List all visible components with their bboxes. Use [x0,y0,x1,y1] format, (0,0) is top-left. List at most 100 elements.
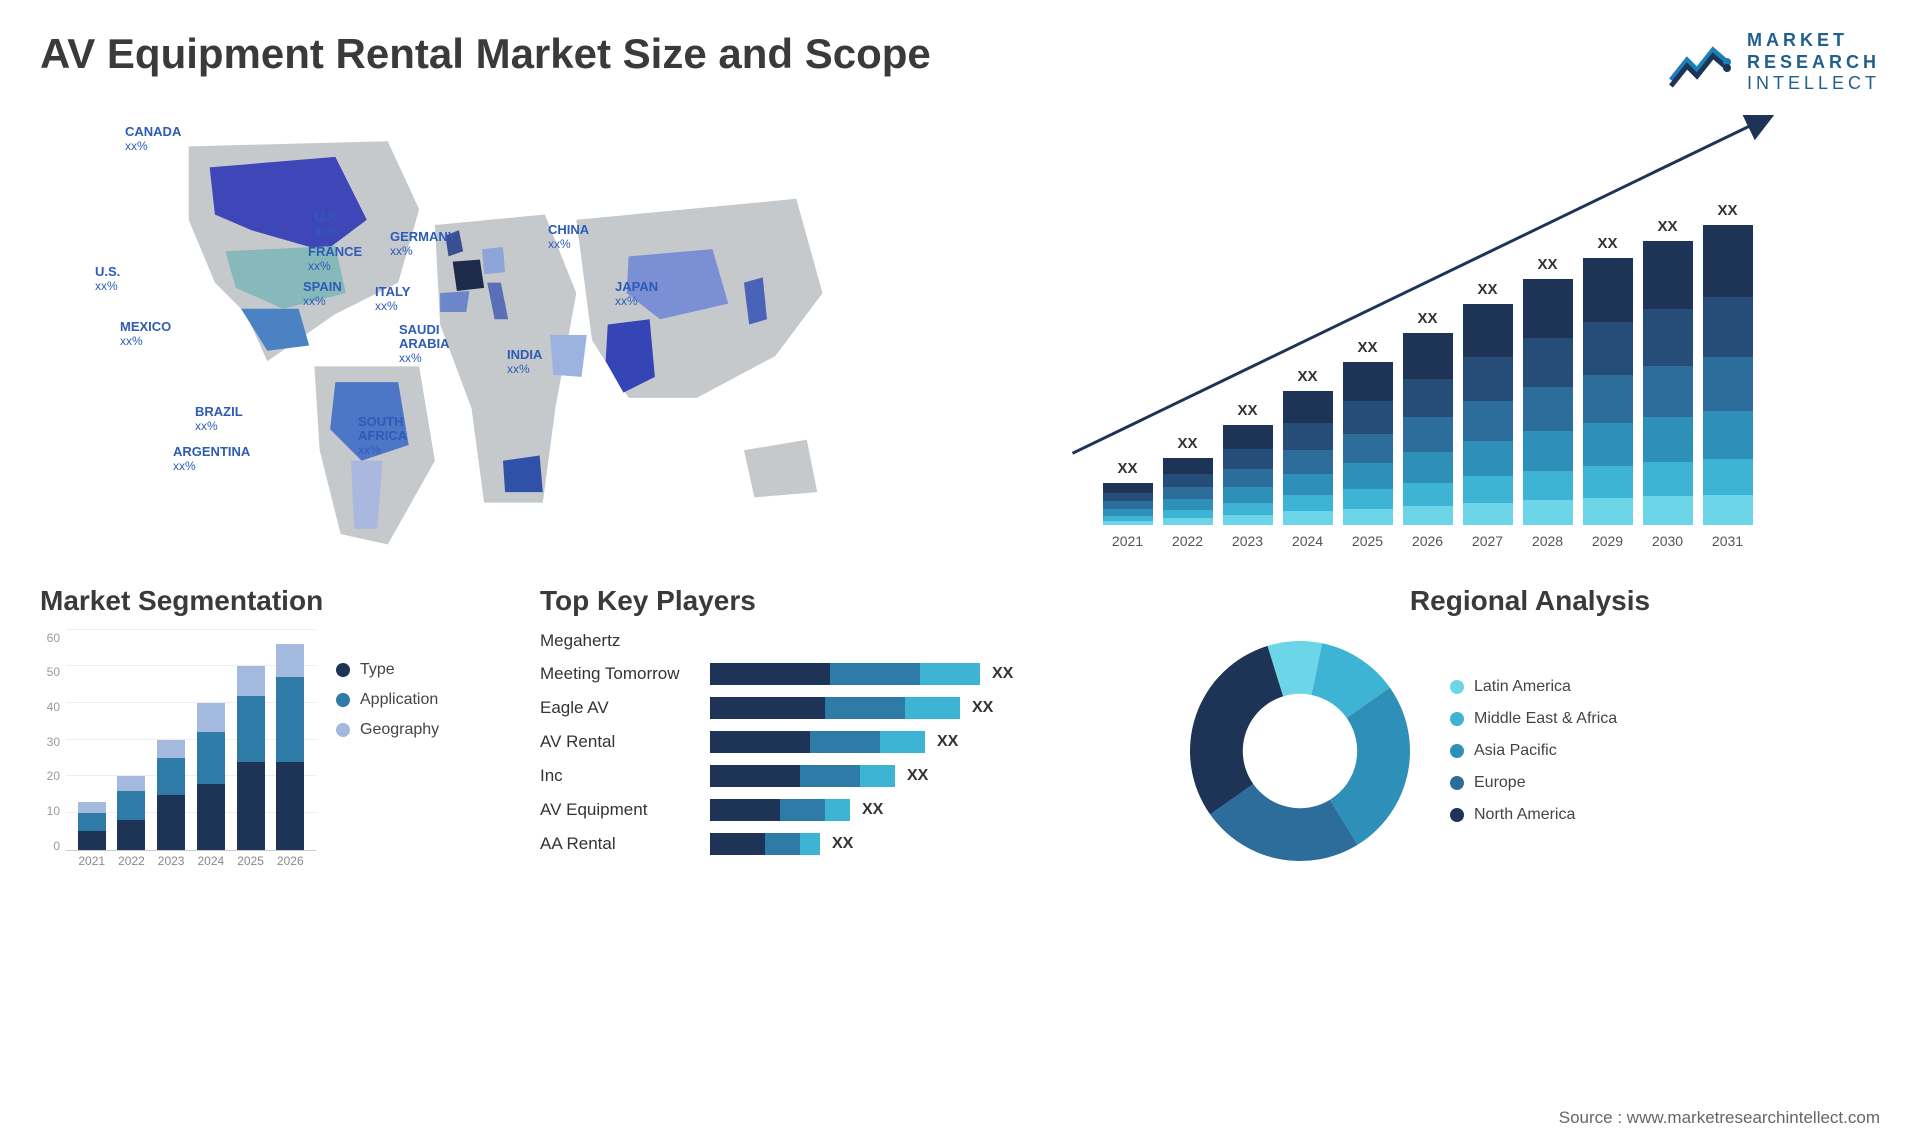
x-axis-label: 2025 [237,854,264,868]
player-value: XX [907,767,928,785]
bar-segment [197,732,225,783]
bar-segment [1403,506,1453,525]
player-bar [710,663,980,685]
bar-segment [1643,309,1693,366]
bar-value-label: XX [1117,460,1137,477]
bar-segment [1403,452,1453,483]
world-map [40,115,945,555]
forecast-bar [1343,362,1393,525]
segmentation-chart: 6050403020100 202120222023202420252026 [40,631,316,871]
y-tick: 0 [53,839,60,853]
bar-segment [1103,509,1153,516]
forecast-bar [1523,279,1573,525]
x-axis-label: 2021 [1112,533,1143,549]
forecast-bar [1163,458,1213,525]
bar-segment [710,799,780,821]
legend-item: Asia Pacific [1450,742,1617,760]
player-bar [710,697,960,719]
x-axis-label: 2024 [1292,533,1323,549]
seg-bar [78,802,106,850]
legend-item: Geography [336,721,439,739]
bar-segment [1283,391,1333,423]
bar-segment [1343,434,1393,463]
player-name: Inc [540,766,710,786]
player-row: AV Equipment XX [540,793,1140,827]
forecast-bar [1283,391,1333,524]
legend-label: Type [360,661,395,679]
map-region-argentina [351,460,382,528]
bar-segment [1523,500,1573,525]
bar-segment [1163,487,1213,499]
bar-segment [1523,338,1573,387]
bar-segment [1523,431,1573,470]
bar-segment [1223,503,1273,515]
map-region-france [453,259,484,290]
forecast-bar [1103,483,1153,525]
x-axis-label: 2024 [197,854,224,868]
player-name: AV Equipment [540,800,710,820]
map-region-safrica [503,455,543,492]
y-tick: 40 [47,700,60,714]
seg-bar [117,776,145,849]
seg-bar [276,644,304,849]
bar-segment [1463,441,1513,476]
bar-segment [1583,375,1633,423]
bar-segment [1103,521,1153,525]
legend-label: North America [1474,806,1575,824]
bar-value-label: XX [1177,435,1197,452]
bar-segment [197,703,225,732]
bar-value-label: XX [1297,368,1317,385]
legend-item: Europe [1450,774,1617,792]
bar-value-label: XX [1597,235,1617,252]
legend-swatch [336,663,350,677]
donut-slice [1190,646,1283,814]
source-attribution: Source : www.marketresearchintellect.com [1559,1108,1880,1128]
logo-icon [1667,36,1737,88]
map-label: SOUTHAFRICAxx% [358,415,407,458]
player-value: XX [937,733,958,751]
bar-segment [78,813,106,831]
player-value: XX [992,665,1013,683]
bar-segment [1583,322,1633,375]
grid-line [66,629,316,630]
y-tick: 20 [47,769,60,783]
map-label: MEXICOxx% [120,320,171,349]
player-value: XX [862,801,883,819]
player-row: Meeting TomorrowXX [540,657,1140,691]
bar-segment [1583,466,1633,498]
donut-wrap: Latin AmericaMiddle East & AfricaAsia Pa… [1180,631,1880,871]
bar-segment [1223,469,1273,487]
regional-legend: Latin AmericaMiddle East & AfricaAsia Pa… [1450,678,1617,824]
legend-swatch [336,693,350,707]
bar-segment [197,784,225,850]
bar-segment [1163,518,1213,525]
seg-bar-area: 202120222023202420252026 [66,631,316,851]
bar-segment [1163,474,1213,487]
bar-segment [1403,483,1453,506]
bar-segment [1223,515,1273,525]
seg-bar [157,740,185,850]
legend-item: Type [336,661,439,679]
bar-segment [810,731,880,753]
forecast-bar [1703,225,1753,525]
section-title: Regional Analysis [1180,585,1880,617]
legend-swatch [1450,712,1464,726]
player-row: AV RentalXX [540,725,1140,759]
player-name: Eagle AV [540,698,710,718]
section-title: Top Key Players [540,585,1140,617]
bar-segment [800,833,820,855]
map-label: SAUDIARABIAxx% [399,323,450,366]
bar-segment [1343,362,1393,401]
map-label: CANADAxx% [125,125,181,154]
legend-label: Europe [1474,774,1526,792]
x-axis-label: 2025 [1352,533,1383,549]
forecast-bar [1403,333,1453,525]
forecast-chart-panel: 2021XX2022XX2023XX2024XX2025XX2026XX2027… [975,115,1880,555]
legend-swatch [1450,680,1464,694]
bar-segment [1283,474,1333,495]
bar-segment [1463,357,1513,401]
bar-segment [765,833,800,855]
world-map-panel: CANADAxx%U.S.xx%MEXICOxx%BRAZILxx%ARGENT… [40,115,945,555]
player-name: AA Rental [540,834,710,854]
bar-segment [157,740,185,758]
